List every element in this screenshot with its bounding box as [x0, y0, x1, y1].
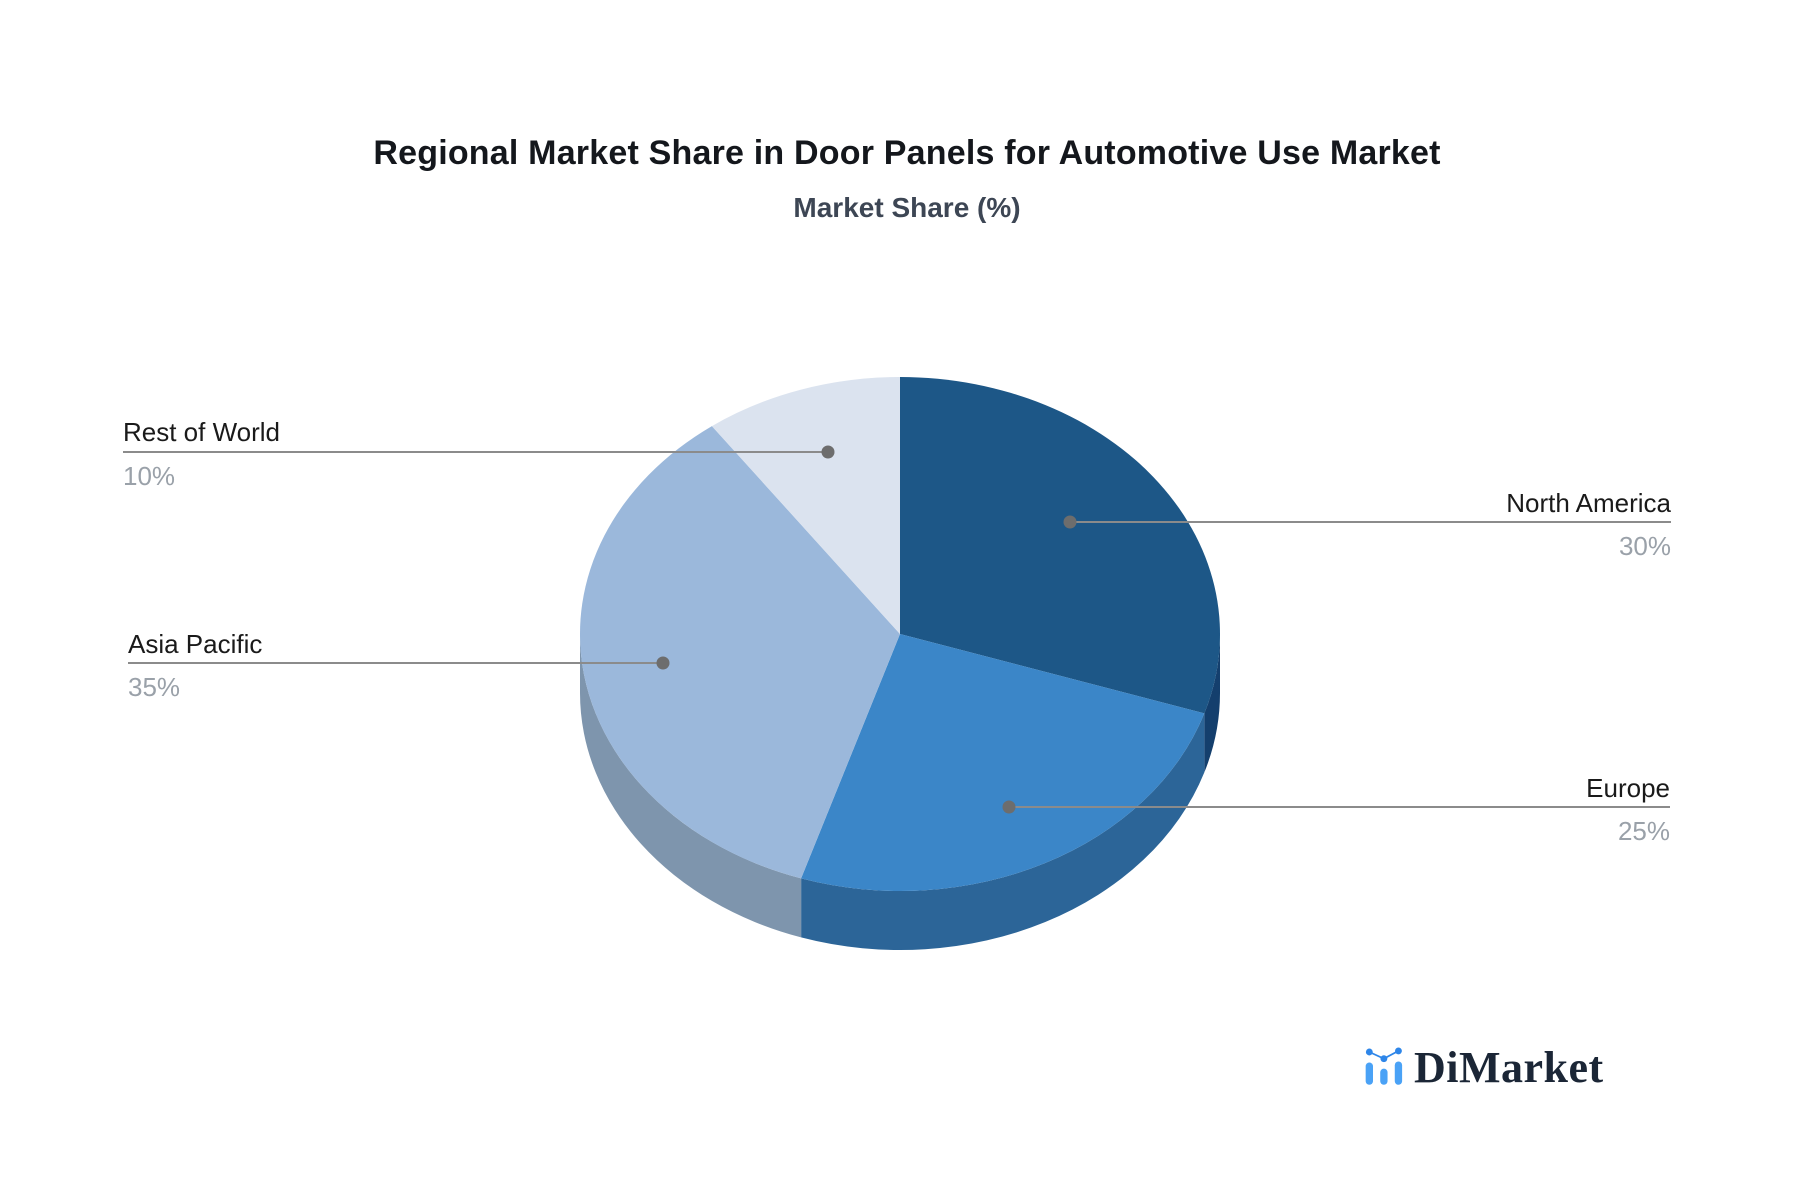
pie-side-asia-pacific [580, 634, 802, 938]
leader-dot-asia-pacific [656, 656, 670, 670]
pie-side-north-america [1204, 634, 1220, 773]
slice-pct-europe: 25% [1617, 816, 1670, 846]
slice-label-europe: Europe [1586, 773, 1670, 803]
slice-label-asia-pacific: Asia Pacific [128, 629, 263, 659]
slice-pct-rest-of-world: 10% [123, 461, 176, 491]
slice-label-north-america: North America [1506, 488, 1671, 518]
slice-pct-north-america: 30% [1618, 531, 1671, 561]
dimarket-logo: DiMarket [1364, 1042, 1604, 1092]
dimarket-logo-text: DiMarket [1414, 1042, 1604, 1092]
bar-line-chart-icon [1365, 1047, 1403, 1085]
chart-title: Regional Market Share in Door Panels for… [373, 134, 1441, 172]
leader-dot-europe [1002, 800, 1016, 814]
pie-side-europe [801, 713, 1205, 950]
slice-label-rest-of-world: Rest of World [123, 417, 281, 447]
pie-slice-north-america [900, 377, 1220, 714]
leader-dot-rest-of-world [821, 445, 835, 459]
pie-slice-europe [801, 634, 1205, 891]
pie-slice-rest-of-world [711, 377, 900, 634]
leader-dot-north-america [1063, 515, 1077, 529]
pie-slice-asia-pacific [580, 426, 900, 879]
slice-pct-asia-pacific: 35% [128, 672, 181, 702]
chart-subtitle: Market Share (%) [793, 192, 1021, 223]
